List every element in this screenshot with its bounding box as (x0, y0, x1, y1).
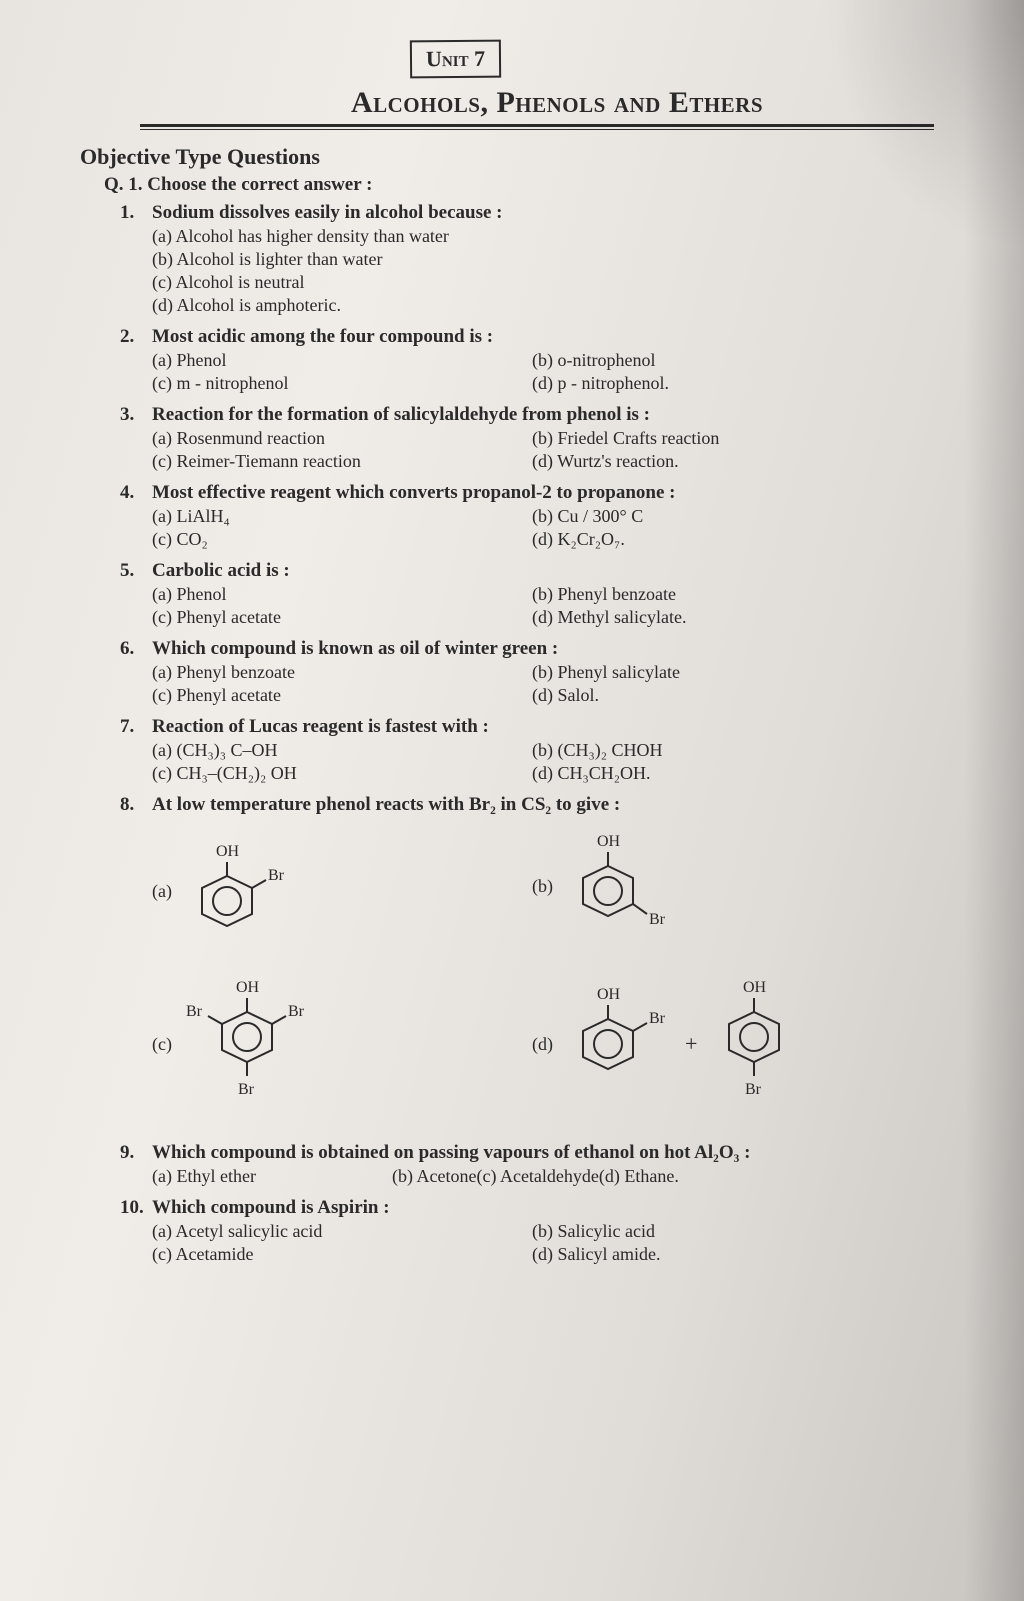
option: (b) Friedel Crafts reaction (532, 428, 974, 449)
question-number: 4. (120, 482, 146, 504)
option: (d) CH₃CH₂OH. (532, 763, 974, 784)
question-stem: Which compound is Aspirin : (152, 1197, 390, 1219)
document-page: Unit 7 Alcohols, Phenols and Ethers Obje… (0, 0, 1024, 1601)
option: (c) m - nitrophenol (152, 373, 532, 394)
option: (d) p - nitrophenol. (532, 373, 974, 394)
svg-text:OH: OH (597, 833, 621, 850)
option: (c) Acetamide (152, 1244, 532, 1265)
option: (a) Rosenmund reaction (152, 428, 532, 449)
option: (b) Phenyl benzoate (532, 584, 974, 605)
option: (a) Phenyl benzoate (152, 662, 532, 683)
option: (b) Cu / 300° C (532, 506, 974, 527)
option: (a) LiAlH₄ (152, 506, 532, 527)
chapter-title: Alcohols, Phenols and Ethers (200, 86, 914, 120)
unit-label: Unit 7 (426, 46, 485, 72)
structure-ortho-bromophenol-b: OH Br (563, 979, 673, 1109)
question-number: 6. (120, 638, 146, 660)
question-stem: Reaction for the formation of salicylald… (152, 404, 650, 426)
question-stem: At low temperature phenol reacts with Br… (152, 794, 620, 816)
option: (d) Ethane. (599, 1166, 974, 1187)
svg-text:Br: Br (649, 911, 666, 928)
question-block: 9. Which compound is obtained on passing… (120, 1142, 974, 1187)
question-stem: Most effective reagent which converts pr… (152, 482, 676, 504)
option: (c) CH₃–(CH₂)₂ OH (152, 763, 532, 784)
option: (b) Acetone (392, 1166, 476, 1187)
question-stem: Sodium dissolves easily in alcohol becau… (152, 202, 503, 224)
svg-text:OH: OH (597, 986, 621, 1003)
svg-text:OH: OH (743, 979, 767, 996)
question-number: 1. (120, 202, 146, 224)
title-rule-top (140, 124, 934, 127)
option: (a) Acetyl salicylic acid (152, 1221, 532, 1242)
svg-text:Br: Br (268, 867, 285, 884)
option: (c) CO₂ (152, 529, 532, 550)
option: (c) Phenyl acetate (152, 607, 532, 628)
svg-text:OH: OH (216, 843, 240, 860)
question-block: 4. Most effective reagent which converts… (120, 482, 974, 550)
option-label: (d) (532, 1034, 553, 1055)
option: (d) Salol. (532, 685, 974, 706)
svg-text:Br: Br (186, 1003, 203, 1020)
option: (a) Ethyl ether (152, 1166, 392, 1187)
unit-label-box: Unit 7 (410, 40, 501, 79)
question-stem: Which compound is obtained on passing va… (152, 1142, 750, 1164)
option: (b) Alcohol is lighter than water (152, 249, 974, 270)
option: (d) Methyl salicylate. (532, 607, 974, 628)
option: (d) Wurtz's reaction. (532, 451, 974, 472)
option: (b) Phenyl salicylate (532, 662, 974, 683)
option: (c) Phenyl acetate (152, 685, 532, 706)
question-block: 3. Reaction for the formation of salicyl… (120, 404, 974, 472)
option: (a) Alcohol has higher density than wate… (152, 226, 974, 247)
option: (d) Salicyl amide. (532, 1244, 974, 1265)
option: (c) Alcohol is neutral (152, 272, 974, 293)
question-number: 7. (120, 716, 146, 738)
structure-meta-bromophenol: OH Br (563, 826, 673, 946)
question-number: 10. (120, 1197, 146, 1219)
question-block: 7. Reaction of Lucas reagent is fastest … (120, 716, 974, 784)
option-label: (a) (152, 881, 172, 902)
question-number: 9. (120, 1142, 146, 1164)
question-block: 1. Sodium dissolves easily in alcohol be… (120, 202, 974, 316)
svg-text:Br: Br (288, 1003, 305, 1020)
option: (c) Reimer-Tiemann reaction (152, 451, 532, 472)
question-number: 8. (120, 794, 146, 816)
question-block: 2. Most acidic among the four compound i… (120, 326, 974, 394)
option: (b) Salicylic acid (532, 1221, 974, 1242)
option: (d) Alcohol is amphoteric. (152, 295, 974, 316)
svg-text:Br: Br (238, 1081, 255, 1098)
question-number: 5. (120, 560, 146, 582)
question-stem: Carbolic acid is : (152, 560, 290, 582)
question-block: 8. At low temperature phenol reacts with… (120, 794, 974, 1114)
question-stem: Reaction of Lucas reagent is fastest wit… (152, 716, 489, 738)
structure-ortho-bromophenol: OH Br (182, 836, 292, 946)
option: (c) Acetaldehyde (476, 1166, 598, 1187)
svg-text:OH: OH (236, 979, 260, 996)
question-block: 10. Which compound is Aspirin : (a) Acet… (120, 1197, 974, 1265)
option: (b) o-nitrophenol (532, 350, 974, 371)
svg-text:Br: Br (649, 1010, 666, 1027)
question-number: 3. (120, 404, 146, 426)
option: (b) (CH₃)₂ CHOH (532, 740, 974, 761)
question-stem: Which compound is known as oil of winter… (152, 638, 558, 660)
structure-tribromophenol: OH Br Br Br (182, 974, 322, 1114)
option: (d) K₂Cr₂O₇. (532, 529, 974, 550)
option: (a) (CH₃)₃ C–OH (152, 740, 532, 761)
option: (a) Phenol (152, 350, 532, 371)
structure-para-bromophenol: OH Br (709, 974, 809, 1114)
question-block: 5. Carbolic acid is : (a) Phenol(b) Phen… (120, 560, 974, 628)
question-heading: Q. 1. Choose the correct answer : (104, 174, 974, 196)
question-stem: Most acidic among the four compound is : (152, 326, 493, 348)
title-rule-bottom (140, 129, 934, 130)
svg-text:Br: Br (745, 1081, 762, 1098)
section-heading: Objective Type Questions (80, 144, 974, 170)
option-label: (b) (532, 876, 553, 897)
question-block: 6. Which compound is known as oil of win… (120, 638, 974, 706)
option: (a) Phenol (152, 584, 532, 605)
question-number: 2. (120, 326, 146, 348)
option-label: (c) (152, 1034, 172, 1055)
plus-sign: + (685, 1031, 697, 1057)
